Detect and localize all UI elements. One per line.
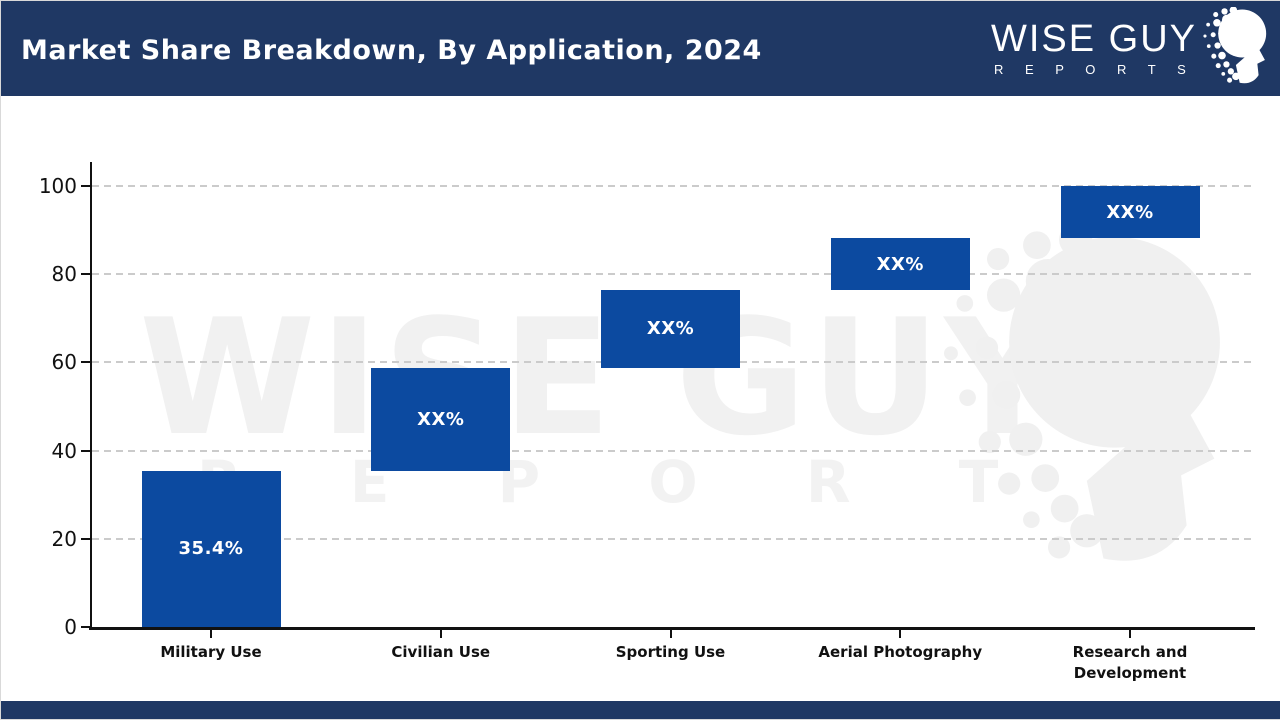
watermark-wordmark: WISE GUY bbox=[139, 284, 1065, 471]
x-tick-mark bbox=[899, 630, 902, 638]
bar-value-label: XX% bbox=[646, 318, 695, 340]
y-tick-label: 0 bbox=[64, 615, 77, 639]
bar-value-label: XX% bbox=[876, 253, 924, 275]
gridline bbox=[92, 185, 1254, 187]
x-category-label: Military Use bbox=[160, 643, 262, 661]
x-axis-line bbox=[89, 627, 1255, 630]
logo-text: WISE GUY R E P O R T S bbox=[990, 18, 1197, 77]
y-tick-mark bbox=[81, 537, 90, 540]
y-tick-mark bbox=[81, 361, 90, 364]
x-tick-mark bbox=[1129, 630, 1131, 638]
wise-guy-head-watermark-icon bbox=[944, 223, 1220, 561]
x-tick-mark bbox=[210, 630, 212, 638]
x-category-label: Aerial Photography bbox=[818, 643, 983, 661]
bar-value-label: XX% bbox=[417, 408, 465, 430]
bar-value-label: XX% bbox=[1106, 201, 1154, 223]
y-tick-label: 100 bbox=[38, 174, 77, 198]
header-banner: Market Share Breakdown, By Application, … bbox=[1, 1, 1280, 96]
bar-segment: XX% bbox=[830, 238, 970, 291]
y-tick-mark bbox=[81, 273, 90, 276]
watermark-subtitle: R E P O R T S bbox=[197, 448, 1193, 516]
x-tick-mark bbox=[439, 630, 442, 638]
plot-area: WISE GUY R E P O R T S 0 20 40 60 80 100 35.4%… bbox=[1, 96, 1280, 703]
y-tick-mark bbox=[81, 185, 90, 187]
x-category-label: Research and Development bbox=[1072, 643, 1188, 682]
logo-wordmark: WISE GUY bbox=[990, 18, 1197, 61]
wise-guy-head-icon bbox=[1203, 7, 1267, 84]
chart-title: Market Share Breakdown, By Application, … bbox=[21, 35, 762, 66]
footer-banner bbox=[1, 701, 1280, 719]
y-tick-label: 20 bbox=[51, 526, 77, 551]
x-category-label: Sporting Use bbox=[615, 643, 726, 661]
y-axis-line bbox=[90, 162, 92, 629]
bar-segment: XX% bbox=[1060, 186, 1200, 239]
y-tick-label: 60 bbox=[51, 350, 77, 375]
y-tick-label: 80 bbox=[51, 262, 77, 287]
y-tick-mark bbox=[81, 449, 90, 452]
gridline bbox=[92, 273, 1254, 276]
wise-guy-reports-logo: WISE GUY R E P O R T S bbox=[991, 7, 1269, 89]
gridline bbox=[92, 449, 1254, 452]
y-tick-label: 40 bbox=[51, 438, 77, 463]
x-tick-mark bbox=[669, 630, 672, 638]
bar-value-label: 35.4% bbox=[178, 538, 244, 560]
bar-segment: 35.4% bbox=[141, 470, 281, 627]
logo-subtitle: R E P O R T S bbox=[993, 61, 1195, 77]
x-category-label: Civilian Use bbox=[391, 643, 491, 661]
gridline bbox=[92, 537, 1254, 540]
bar-segment: XX% bbox=[601, 290, 740, 368]
y-tick-mark bbox=[81, 626, 90, 628]
bar-segment: XX% bbox=[371, 367, 511, 471]
